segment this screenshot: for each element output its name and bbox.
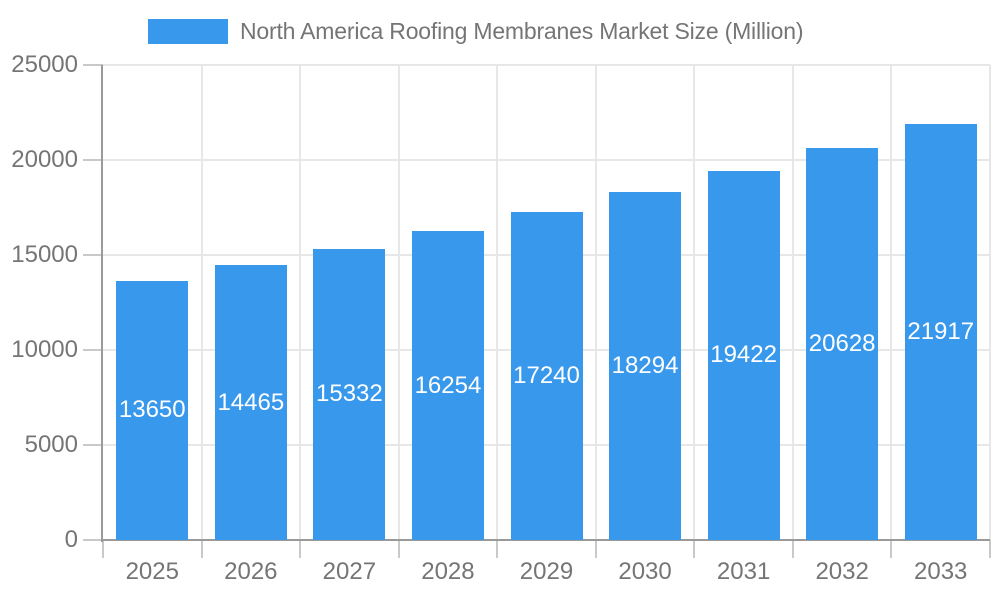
y-tick (83, 539, 103, 541)
gridline-v (594, 65, 597, 540)
bar-value-label: 16254 (414, 371, 482, 399)
bar[interactable] (116, 280, 189, 540)
x-axis-tick-label: 2030 (618, 558, 672, 585)
legend-label: North America Roofing Membranes Market S… (240, 18, 804, 44)
x-tick (102, 540, 104, 558)
bar-value-label: 15332 (316, 380, 383, 408)
gridline-v (496, 65, 499, 540)
x-tick (397, 540, 400, 558)
x-axis-line (101, 539, 990, 541)
bar[interactable] (510, 212, 583, 540)
x-axis-tick-label: 2026 (224, 558, 278, 585)
x-axis-tick-label: 2027 (322, 558, 377, 585)
gridline-v (299, 65, 302, 540)
x-tick (200, 540, 203, 558)
y-axis-tick-label: 5000 (24, 431, 78, 458)
bar[interactable] (411, 231, 484, 540)
bar-value-label: 13650 (118, 396, 186, 424)
legend-swatch[interactable] (148, 19, 228, 44)
y-axis-line (101, 65, 103, 542)
gridline-v (397, 65, 400, 540)
y-axis-tick-label: 10000 (11, 336, 78, 363)
gridline-v (890, 65, 893, 540)
gridline-v (989, 65, 991, 540)
bar-value-label: 14465 (217, 388, 285, 416)
x-tick (890, 540, 893, 558)
x-tick (989, 540, 991, 558)
x-axis-tick-label: 2028 (421, 558, 475, 585)
bar[interactable] (707, 170, 780, 540)
x-axis-tick-label: 2025 (125, 558, 179, 585)
bar[interactable] (806, 148, 879, 540)
bar-value-label: 21917 (907, 317, 975, 345)
y-tick (83, 444, 103, 446)
bar-value-label: 18294 (611, 352, 679, 380)
bar[interactable] (609, 192, 682, 540)
bar[interactable] (904, 123, 977, 540)
x-axis-tick-label: 2033 (914, 558, 968, 585)
x-tick (496, 540, 499, 558)
y-axis-tick-label: 15000 (11, 241, 78, 268)
y-tick (83, 254, 103, 256)
y-axis-tick-label: 0 (64, 526, 78, 553)
x-tick (791, 540, 794, 558)
x-axis-tick-label: 2031 (716, 558, 771, 585)
x-tick (594, 540, 597, 558)
x-axis-tick-label: 2032 (815, 558, 869, 585)
bar[interactable] (313, 248, 386, 540)
y-tick (83, 349, 103, 351)
y-tick (83, 159, 103, 161)
gridline-h (103, 159, 990, 161)
y-axis-tick-label: 25000 (11, 51, 78, 78)
x-tick (693, 540, 696, 558)
bar-value-label: 19422 (710, 341, 777, 369)
bar-value-label: 17240 (513, 362, 580, 390)
bar[interactable] (214, 265, 287, 540)
legend: North America Roofing Membranes Market S… (148, 18, 804, 45)
gridline-v (200, 65, 203, 540)
gridline-h (103, 64, 990, 66)
x-axis-tick-label: 2029 (519, 558, 574, 585)
gridline-v (693, 65, 696, 540)
gridline-v (791, 65, 794, 540)
y-tick (83, 64, 103, 66)
y-axis-tick-label: 20000 (11, 146, 78, 173)
x-tick (299, 540, 302, 558)
bar-value-label: 20628 (808, 330, 876, 358)
